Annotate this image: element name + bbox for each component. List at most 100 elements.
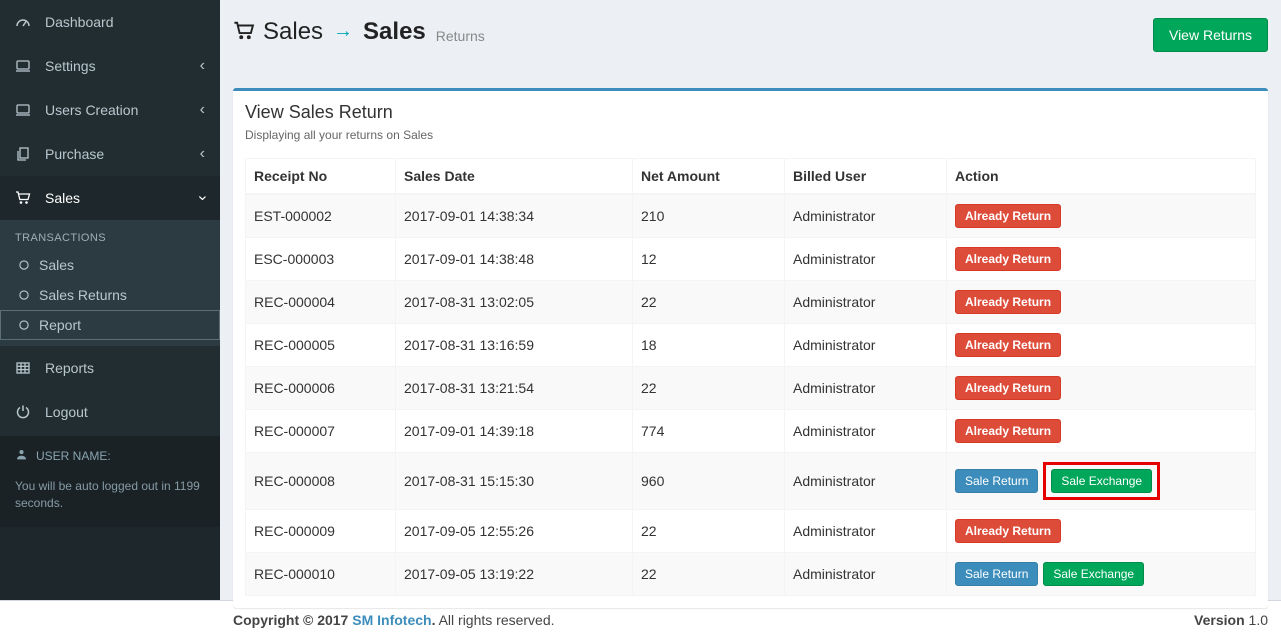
- main-content: Sales → Sales Returns View Returns View …: [220, 0, 1281, 608]
- pages-icon: [15, 146, 35, 162]
- monitor-icon: [15, 102, 35, 118]
- already-return-button[interactable]: Already Return: [955, 204, 1062, 228]
- dashboard-icon: [15, 14, 35, 30]
- sales-date-cell: 2017-08-31 15:15:30: [395, 452, 633, 510]
- billed-user-cell: Administrator: [784, 323, 947, 367]
- net-amount-cell: 22: [632, 280, 785, 324]
- billed-user-cell: Administrator: [784, 366, 947, 410]
- subitem-label: Sales Returns: [39, 287, 127, 303]
- sidebar-subitem-sales-returns[interactable]: Sales Returns: [0, 280, 220, 310]
- panel-title: View Sales Return: [245, 102, 393, 122]
- auto-logout-notice: You will be auto logged out in 1199 seco…: [15, 479, 200, 511]
- receipt-no-cell: REC-000008: [245, 452, 396, 510]
- sales-date-cell: 2017-09-01 14:38:34: [395, 193, 633, 238]
- sales-date-cell: 2017-09-01 14:39:18: [395, 409, 633, 453]
- user-icon: [15, 448, 28, 464]
- user-info-block: USER NAME: You will be auto logged out i…: [0, 436, 220, 527]
- highlight-annotation-box: Sale Exchange: [1043, 462, 1161, 500]
- receipt-no-cell: REC-000010: [245, 552, 396, 596]
- subitem-label: Report: [39, 317, 82, 333]
- sidebar-item-reports[interactable]: Reports: [0, 346, 220, 390]
- net-amount-cell: 774: [632, 409, 785, 453]
- table-row: REC-000008 2017-08-31 15:15:30 960 Administ…: [245, 452, 1256, 510]
- view-returns-button[interactable]: View Returns: [1152, 18, 1268, 52]
- sale-return-button[interactable]: Sale Return: [955, 562, 1039, 586]
- table-row: REC-000010 2017-09-05 13:19:22 22 Administr…: [245, 552, 1256, 596]
- sidebar-item-users-creation[interactable]: Users Creation ‹: [0, 88, 220, 132]
- already-return-button[interactable]: Already Return: [955, 333, 1062, 357]
- sidebar-item-label: Reports: [45, 360, 95, 376]
- table-body: EST-000002 2017-09-01 14:38:34 210 Administ…: [245, 193, 1256, 596]
- cart-icon: [233, 13, 255, 50]
- column-header-sales-date: Sales Date: [395, 158, 633, 195]
- action-cell: Already Return: [946, 237, 1256, 281]
- action-cell: Already Return: [946, 280, 1256, 324]
- sidebar-item-label: Logout: [45, 404, 88, 420]
- breadcrumb-section: Sales: [263, 17, 324, 45]
- sidebar-item-label: Sales: [45, 190, 81, 206]
- net-amount-cell: 960: [632, 452, 785, 510]
- net-amount-cell: 22: [632, 509, 785, 553]
- receipt-no-cell: REC-000009: [245, 509, 396, 553]
- billed-user-cell: Administrator: [784, 280, 947, 324]
- breadcrumb-page-small: Returns: [435, 27, 485, 44]
- billed-user-cell: Administrator: [784, 409, 947, 453]
- table-row: REC-000009 2017-09-05 12:55:26 22 Administr…: [245, 509, 1256, 553]
- receipt-no-cell: ESC-000003: [245, 237, 396, 281]
- receipt-no-cell: REC-000006: [245, 366, 396, 410]
- action-cell: Already Return: [946, 193, 1256, 238]
- already-return-button[interactable]: Already Return: [955, 290, 1062, 314]
- sales-date-cell: 2017-09-05 12:55:26: [395, 509, 633, 553]
- sidebar: Dashboard Settings ‹ Users Creation ‹ Pu…: [0, 0, 220, 600]
- app-window: Dashboard Settings ‹ Users Creation ‹ Pu…: [0, 0, 1281, 608]
- column-header-receipt-no: Receipt No: [245, 158, 396, 195]
- power-icon: [15, 404, 35, 420]
- table-row: EST-000002 2017-09-01 14:38:34 210 Administ…: [245, 193, 1256, 238]
- sale-exchange-button[interactable]: Sale Exchange: [1043, 562, 1145, 586]
- sidebar-item-dashboard[interactable]: Dashboard: [0, 0, 220, 44]
- chevron-left-icon: ‹: [199, 145, 205, 162]
- table-row: ESC-000003 2017-09-01 14:38:48 12 Administr…: [245, 237, 1256, 281]
- monitor-icon: [15, 58, 35, 74]
- sales-date-cell: 2017-08-31 13:02:05: [395, 280, 633, 324]
- billed-user-cell: Administrator: [784, 193, 947, 238]
- table-row: REC-000005 2017-08-31 13:16:59 18 Administr…: [245, 323, 1256, 367]
- sidebar-item-sales[interactable]: Sales ‹: [0, 176, 220, 220]
- table-header-row: Receipt No Sales Date Net Amount Billed …: [245, 158, 1256, 195]
- sale-return-button[interactable]: Sale Return: [955, 469, 1039, 493]
- sidebar-item-purchase[interactable]: Purchase ‹: [0, 132, 220, 176]
- table-row: REC-000006 2017-08-31 13:21:54 22 Administr…: [245, 366, 1256, 410]
- billed-user-cell: Administrator: [784, 452, 947, 510]
- sales-return-panel: View Sales Return Displaying all your re…: [233, 88, 1268, 608]
- already-return-button[interactable]: Already Return: [955, 247, 1062, 271]
- sidebar-item-settings[interactable]: Settings ‹: [0, 44, 220, 88]
- submenu-section-label: TRANSACTIONS: [15, 232, 106, 244]
- receipt-no-cell: REC-000005: [245, 323, 396, 367]
- column-header-action: Action: [946, 158, 1256, 195]
- sales-date-cell: 2017-08-31 13:21:54: [395, 366, 633, 410]
- column-header-billed-user: Billed User: [784, 158, 947, 195]
- sidebar-item-logout[interactable]: Logout: [0, 390, 220, 434]
- circle-icon: [18, 319, 30, 331]
- net-amount-cell: 12: [632, 237, 785, 281]
- sale-exchange-button[interactable]: Sale Exchange: [1051, 469, 1153, 493]
- sales-date-cell: 2017-09-01 14:38:48: [395, 237, 633, 281]
- action-cell: Already Return: [946, 409, 1256, 453]
- net-amount-cell: 210: [632, 193, 785, 238]
- already-return-button[interactable]: Already Return: [955, 376, 1062, 400]
- user-name-label: USER NAME:: [36, 449, 111, 463]
- breadcrumb-page: Sales: [363, 17, 426, 45]
- copyright-text: Copyright © 2017 SM Infotech. All rights…: [233, 612, 555, 628]
- net-amount-cell: 18: [632, 323, 785, 367]
- sidebar-subitem-report[interactable]: Report: [0, 310, 220, 340]
- already-return-button[interactable]: Already Return: [955, 519, 1062, 543]
- receipt-no-cell: EST-000002: [245, 193, 396, 238]
- arrow-right-icon: →: [333, 20, 354, 42]
- sidebar-subitem-sales[interactable]: Sales: [0, 250, 220, 280]
- sidebar-spacer: [0, 526, 220, 600]
- already-return-button[interactable]: Already Return: [955, 419, 1062, 443]
- chevron-down-icon: ‹: [193, 195, 211, 201]
- version-text: Version 1.0: [1194, 612, 1268, 628]
- sales-submenu: TRANSACTIONS Sales Sales Returns Report: [0, 220, 220, 346]
- brand-link[interactable]: SM Infotech: [352, 612, 432, 628]
